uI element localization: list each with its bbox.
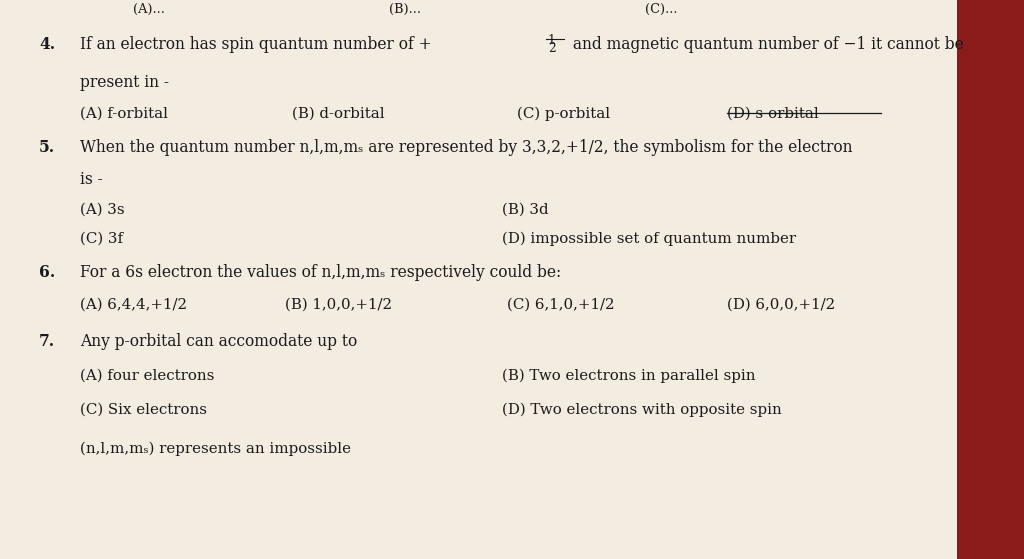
Text: (D) Two electrons with opposite spin: (D) Two electrons with opposite spin [502, 402, 781, 417]
Text: For a 6s electron the values of n,l,m,mₛ respectively could be:: For a 6s electron the values of n,l,m,mₛ… [80, 264, 561, 281]
Text: 6.: 6. [39, 264, 55, 281]
Text: If an electron has spin quantum number of +: If an electron has spin quantum number o… [80, 36, 431, 53]
Text: present in -: present in - [80, 74, 169, 91]
Text: (D) 6,0,0,+1/2: (D) 6,0,0,+1/2 [727, 297, 836, 311]
Text: (C) Six electrons: (C) Six electrons [80, 402, 207, 416]
Text: (D) s-orbital: (D) s-orbital [727, 106, 819, 120]
Text: (B)...: (B)... [389, 3, 421, 16]
FancyBboxPatch shape [957, 0, 1024, 559]
Text: (C) 3f: (C) 3f [80, 232, 123, 246]
Text: Any p-orbital can accomodate up to: Any p-orbital can accomodate up to [80, 333, 357, 349]
Text: (A)...: (A)... [133, 3, 165, 16]
Text: 1: 1 [548, 34, 556, 46]
Text: (A) f-orbital: (A) f-orbital [80, 106, 168, 120]
FancyBboxPatch shape [0, 0, 957, 559]
Text: (B) 1,0,0,+1/2: (B) 1,0,0,+1/2 [285, 297, 392, 311]
Text: 7.: 7. [39, 333, 55, 349]
Text: (D) impossible set of quantum number: (D) impossible set of quantum number [502, 232, 796, 247]
Text: (C)...: (C)... [645, 3, 678, 16]
Text: (B) 3d: (B) 3d [502, 202, 549, 216]
Text: 4.: 4. [39, 36, 55, 53]
Text: (C) 6,1,0,+1/2: (C) 6,1,0,+1/2 [507, 297, 614, 311]
Text: (n,l,m,mₛ) represents an impossible: (n,l,m,mₛ) represents an impossible [80, 442, 351, 456]
Text: is -: is - [80, 171, 102, 188]
Text: When the quantum number n,l,m,mₛ are represented by 3,3,2,+1/2, the symbolism fo: When the quantum number n,l,m,mₛ are rep… [80, 139, 852, 155]
Text: (A) 3s: (A) 3s [80, 202, 125, 216]
Text: (B) d-orbital: (B) d-orbital [292, 106, 384, 120]
Text: 2: 2 [548, 42, 556, 55]
Text: (C) p-orbital: (C) p-orbital [517, 106, 610, 121]
Text: 5.: 5. [39, 139, 55, 155]
Text: (A) 6,4,4,+1/2: (A) 6,4,4,+1/2 [80, 297, 187, 311]
Text: (A) four electrons: (A) four electrons [80, 369, 214, 383]
Text: and magnetic quantum number of −1 it cannot be: and magnetic quantum number of −1 it can… [568, 36, 964, 53]
Text: (B) Two electrons in parallel spin: (B) Two electrons in parallel spin [502, 369, 756, 383]
